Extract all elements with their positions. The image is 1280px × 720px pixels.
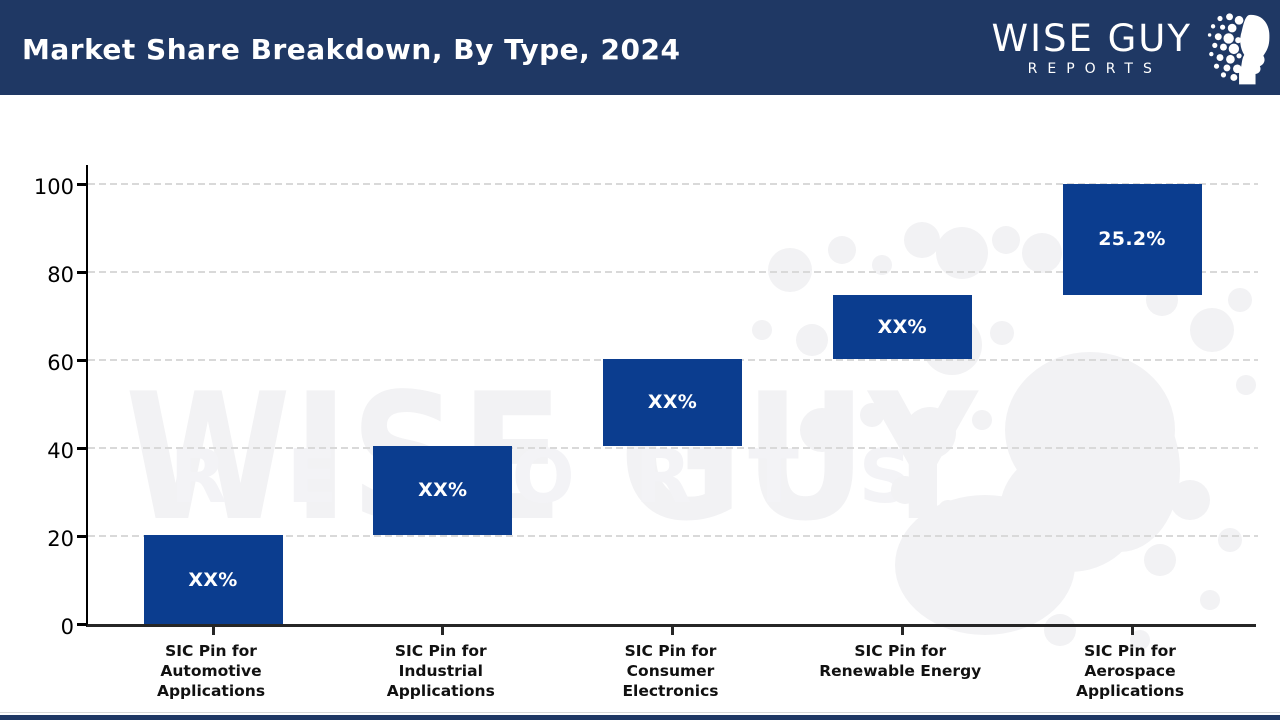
- bar-4: XX%: [832, 294, 972, 359]
- ytick-label-0: 0: [60, 615, 74, 639]
- ytick-label-80: 80: [47, 263, 74, 287]
- ytick-mark-80: [77, 270, 87, 274]
- watermark-head-icon: [752, 222, 1256, 650]
- xtick-mark-2: [441, 627, 445, 635]
- bar-2: XX%: [373, 445, 513, 536]
- ytick-label-20: 20: [47, 527, 74, 551]
- bar-3: XX%: [603, 358, 742, 446]
- ytick-label-40: 40: [47, 439, 74, 463]
- bar-value-label-2: XX%: [418, 479, 468, 502]
- ytick-mark-100: [77, 182, 87, 186]
- watermark-tagline: REPORTS: [170, 434, 973, 520]
- logo-name: WISE GUY: [991, 16, 1192, 60]
- ytick-mark-0: [77, 622, 87, 626]
- bar-1: XX%: [143, 535, 283, 624]
- watermark-text: WISE GUY: [125, 357, 980, 560]
- ytick-mark-40: [77, 446, 87, 450]
- bar-5: 25.2%: [1062, 184, 1202, 295]
- category-label-3: SIC Pin for Consumer Electronics: [622, 642, 719, 700]
- gridline-y-80: [88, 271, 1258, 273]
- bar-value-label-3: XX%: [647, 391, 698, 414]
- footer-divider: [0, 712, 1280, 713]
- xtick-mark-5: [1130, 627, 1134, 635]
- gridline-y-20: [88, 535, 1258, 537]
- bar-value-label-5: 25.2%: [1098, 228, 1166, 251]
- header-banner: Market Share Breakdown, By Type, 2024 WI…: [0, 0, 1280, 95]
- xtick-mark-1: [211, 627, 215, 635]
- xtick-mark-4: [900, 627, 904, 635]
- logo-tagline: REPORTS: [1027, 60, 1162, 77]
- ytick-mark-20: [77, 534, 87, 538]
- ytick-label-60: 60: [47, 351, 74, 375]
- ytick-mark-60: [77, 358, 87, 362]
- bar-value-label-1: XX%: [188, 568, 238, 591]
- wiseguy-head-icon: [1207, 13, 1270, 85]
- category-label-4: SIC Pin for Renewable Energy: [819, 642, 982, 680]
- xtick-mark-3: [671, 627, 674, 635]
- plot-area: XX% XX% XX% XX% 25.2%: [77, 165, 1258, 635]
- wiseguy-logo: WISE GUY REPORTS: [992, 8, 1272, 88]
- gridline-y-100: [88, 183, 1258, 185]
- bar-value-label-4: XX%: [877, 315, 927, 338]
- footer-accent-bar: [0, 715, 1280, 720]
- gridline-y-40: [88, 447, 1258, 449]
- category-label-2: SIC Pin for Industrial Applications: [386, 642, 495, 700]
- chart-title: Market Share Breakdown, By Type, 2024: [22, 33, 681, 66]
- chart-area: WISE GUY REPORTS XX% XX% XX% X: [0, 95, 1280, 712]
- category-label-1: SIC Pin for Automotive Applications: [156, 642, 266, 700]
- ytick-label-100: 100: [33, 175, 74, 199]
- category-label-5: SIC Pin for Aerospace Applications: [1075, 642, 1185, 700]
